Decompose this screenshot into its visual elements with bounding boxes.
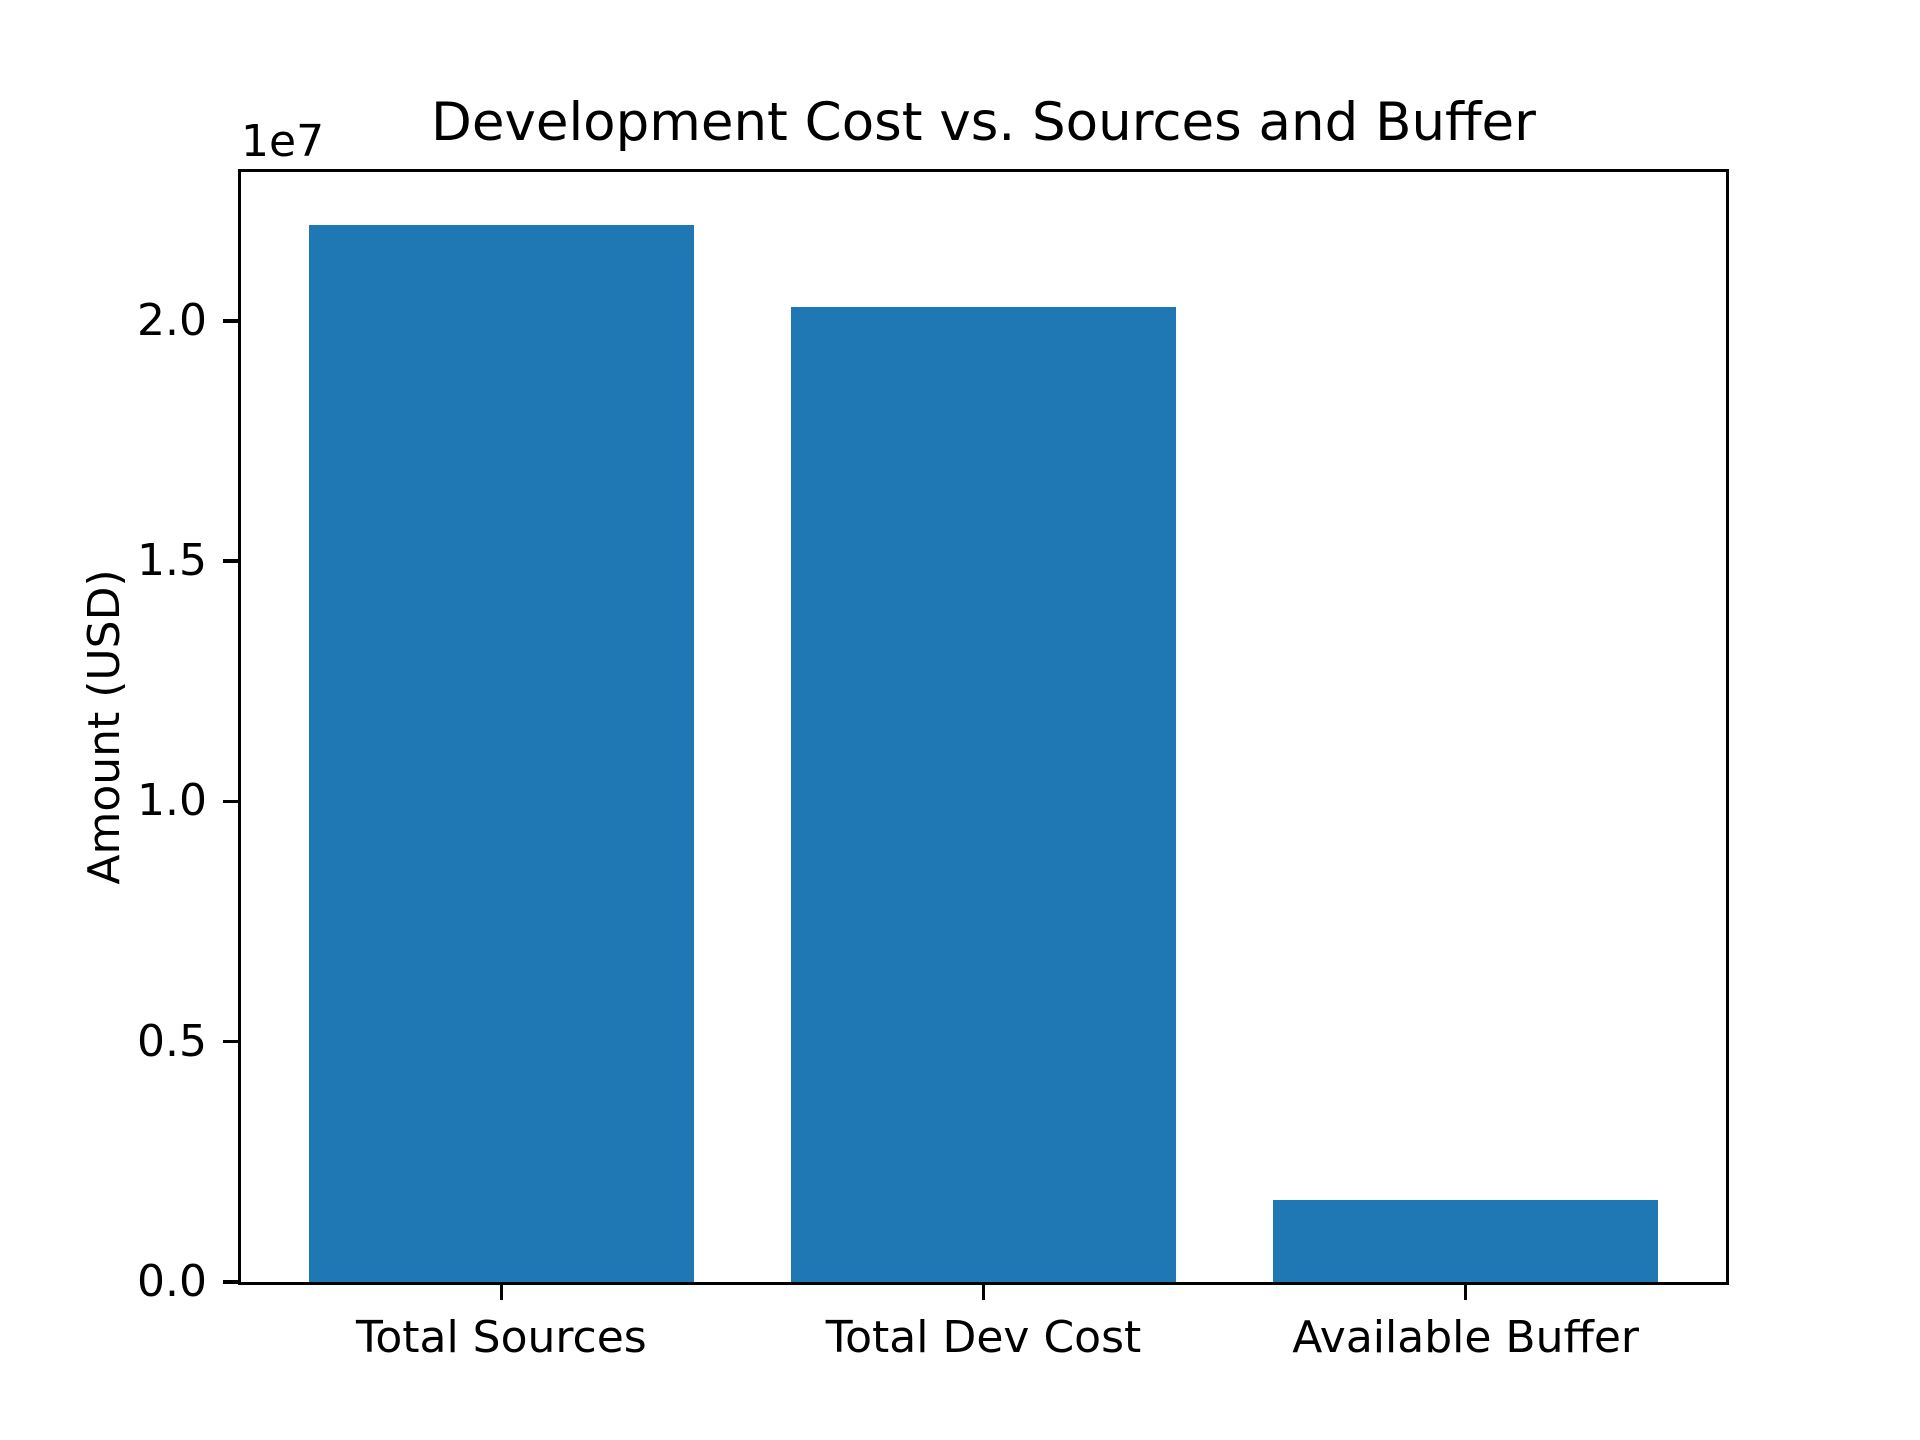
bar-total-dev-cost [790, 306, 1177, 1282]
y-axis-offset-label: 1e7 [241, 116, 325, 167]
y-tick-label-1-5: 1.5 [137, 535, 207, 587]
y-tick-label-0-5: 0.5 [137, 1015, 207, 1067]
bar-available-buffer [1272, 1200, 1659, 1282]
y-tick-mark [223, 559, 239, 563]
y-tick-label-0-0: 0.0 [137, 1256, 207, 1307]
bar-total-sources [308, 224, 695, 1282]
plot-area [238, 169, 1729, 1285]
y-tick-label-2-0: 2.0 [137, 294, 207, 346]
x-tick-label-total-dev-cost: Total Dev Cost [825, 1312, 1142, 1363]
chart-title: Development Cost vs. Sources and Buffer [431, 92, 1536, 153]
y-tick-mark [223, 1039, 239, 1044]
y-tick-mark [223, 319, 239, 323]
x-tick-label-total-sources: Total Sources [355, 1312, 647, 1363]
x-tick-mark [981, 1284, 986, 1300]
y-tick-mark [223, 799, 239, 804]
x-tick-mark [499, 1284, 504, 1300]
y-tick-mark [223, 1280, 239, 1284]
y-axis-label: Amount (USD) [79, 569, 130, 885]
x-tick-label-available-buffer: Available Buffer [1292, 1312, 1639, 1363]
x-tick-mark [1463, 1284, 1468, 1300]
y-tick-label-1-0: 1.0 [137, 775, 207, 827]
